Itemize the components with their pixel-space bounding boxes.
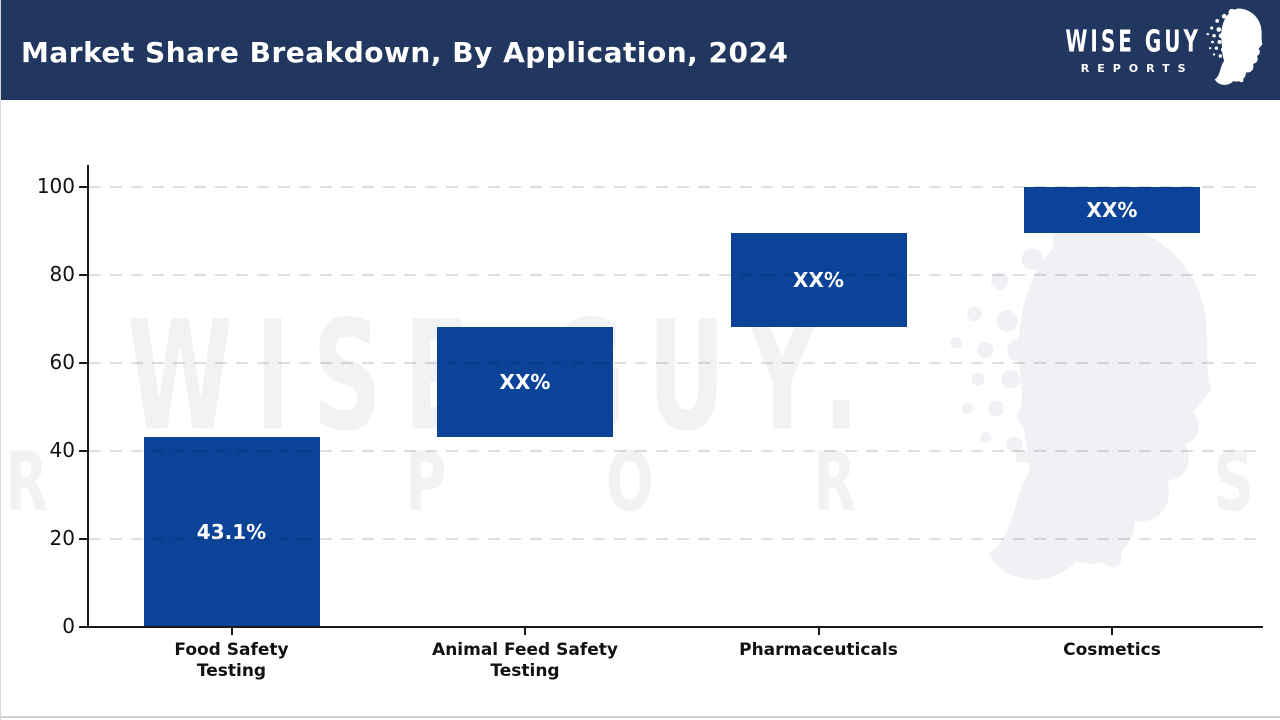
x-tick-food-safety-testing xyxy=(230,627,233,635)
gridline-y-100 xyxy=(89,186,1263,188)
header-bar: Market Share Breakdown, By Application, … xyxy=(1,0,1280,100)
y-tick-label-20: 20 xyxy=(49,526,75,550)
y-tick-60 xyxy=(79,362,87,364)
y-tick-label-0: 0 xyxy=(62,614,75,638)
brand-logo: WISE GUY REPORTS xyxy=(1065,6,1271,92)
category-label-food-safety-testing: Food Safety Testing xyxy=(102,640,362,682)
bar-value-label: XX% xyxy=(793,268,844,293)
y-tick-40 xyxy=(79,450,87,452)
category-label-line: Pharmaceuticals xyxy=(739,640,898,660)
category-label-cosmetics: Cosmetics xyxy=(982,640,1242,661)
category-label-pharmaceuticals: Pharmaceuticals xyxy=(689,640,949,661)
brand-logo-text: WISE GUY REPORTS xyxy=(1065,23,1201,75)
y-tick-label-60: 60 xyxy=(49,350,75,374)
logo-wiseguy-text: WISE GUY xyxy=(1065,23,1201,59)
y-tick-label-100: 100 xyxy=(36,174,75,198)
bar-value-label: 43.1% xyxy=(196,520,267,545)
logo-head-icon xyxy=(1193,6,1271,92)
y-tick-100 xyxy=(79,186,87,188)
logo-reports-text: REPORTS xyxy=(1080,62,1194,75)
y-tick-label-80: 80 xyxy=(49,262,75,286)
y-tick-0 xyxy=(79,626,87,628)
category-label-line: Cosmetics xyxy=(1063,640,1161,660)
bar-cosmetics: XX% xyxy=(1024,187,1200,234)
bar-pharmaceuticals: XX% xyxy=(730,233,907,327)
y-tick-label-40: 40 xyxy=(49,438,75,462)
y-tick-80 xyxy=(79,274,87,276)
bar-value-label: XX% xyxy=(499,370,551,395)
x-axis-line xyxy=(87,626,1263,628)
bar-value-label: XX% xyxy=(1086,198,1138,223)
x-tick-cosmetics xyxy=(1111,627,1113,635)
category-label-animal-feed-safety-testing: Animal Feed Safety Testing xyxy=(395,640,655,682)
gridline-y-60 xyxy=(89,362,1263,364)
category-label-line: Food Safety xyxy=(174,640,289,660)
gridline-y-80 xyxy=(89,274,1263,276)
bar-animal-feed-safety-testing: XX% xyxy=(437,326,613,438)
gridline-y-20 xyxy=(89,538,1263,540)
page-title: Market Share Breakdown, By Application, … xyxy=(21,36,789,69)
x-tick-pharmaceuticals xyxy=(817,627,820,635)
bar-food-safety-testing: 43.1% xyxy=(143,437,320,627)
y-tick-20 xyxy=(79,538,87,540)
bottom-border-line xyxy=(1,716,1280,718)
y-axis-line xyxy=(87,165,89,627)
watermark-head-icon xyxy=(869,212,1269,612)
category-label-line: Testing xyxy=(196,661,267,681)
category-label-line: Testing xyxy=(490,661,560,681)
x-tick-animal-feed-safety-testing xyxy=(524,627,526,635)
category-label-line: Animal Feed Safety xyxy=(432,640,618,660)
gridline-y-40 xyxy=(89,450,1263,452)
